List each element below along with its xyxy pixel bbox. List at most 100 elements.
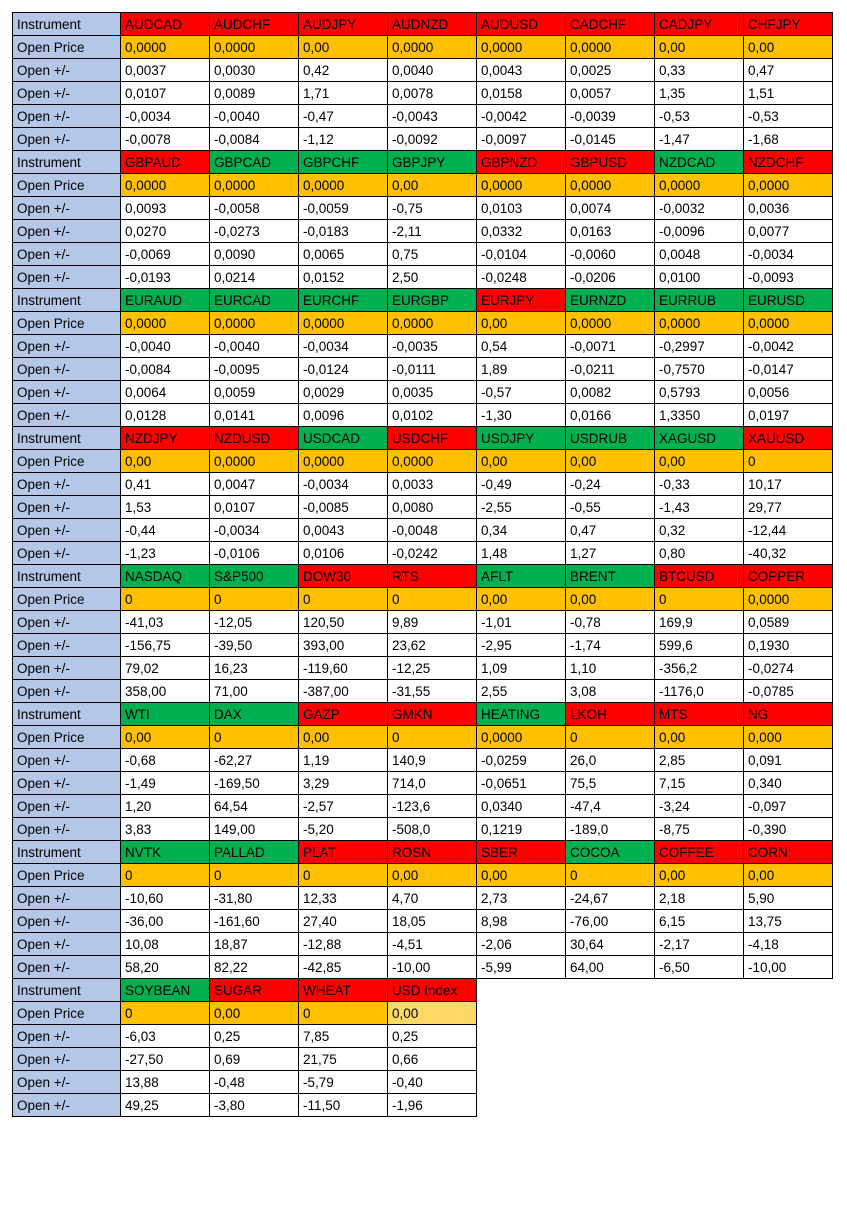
value-cell: -1,49 [121, 772, 210, 795]
row-header-open-pm: Open +/- [13, 82, 121, 105]
value-cell: -31,80 [210, 887, 299, 910]
open-price-cell: 0 [210, 726, 299, 749]
value-cell: -2,17 [655, 933, 744, 956]
value-cell: -0,44 [121, 519, 210, 542]
value-cell: -1,23 [121, 542, 210, 565]
value-cell: 1,19 [299, 749, 388, 772]
row-header-instrument: Instrument [13, 13, 121, 36]
instrument-header: BRENT [566, 565, 655, 588]
row-header-open-price: Open Price [13, 588, 121, 611]
value-cell: 0,0082 [566, 381, 655, 404]
open-price-cell: 0,0000 [744, 174, 833, 197]
value-cell: 0,0270 [121, 220, 210, 243]
value-cell: -0,7570 [655, 358, 744, 381]
value-cell: 7,15 [655, 772, 744, 795]
instrument-header: EURAUD [121, 289, 210, 312]
value-cell: -1,01 [477, 611, 566, 634]
instrument-header: NZDCAD [655, 151, 744, 174]
open-price-cell: 0,00 [477, 312, 566, 335]
value-cell: -36,00 [121, 910, 210, 933]
value-cell: -6,50 [655, 956, 744, 979]
instrument-header: CADCHF [566, 13, 655, 36]
value-cell: 2,55 [477, 680, 566, 703]
value-cell: 1,71 [299, 82, 388, 105]
instrument-header: AUDJPY [299, 13, 388, 36]
value-cell: 169,9 [655, 611, 744, 634]
instrument-table: InstrumentAUDCADAUDCHFAUDJPYAUDNZDAUDUSD… [12, 12, 833, 1117]
value-cell: -0,0059 [299, 197, 388, 220]
value-cell: -0,0034 [744, 243, 833, 266]
open-price-cell: 0,0000 [655, 312, 744, 335]
value-cell: 0,0029 [299, 381, 388, 404]
value-cell: -0,0092 [388, 128, 477, 151]
value-cell: 1,53 [121, 496, 210, 519]
value-cell: 0,0096 [299, 404, 388, 427]
open-price-cell: 0,0000 [566, 36, 655, 59]
instrument-header: GAZP [299, 703, 388, 726]
value-cell: -11,50 [299, 1094, 388, 1117]
value-cell: 82,22 [210, 956, 299, 979]
value-cell: -0,0032 [655, 197, 744, 220]
value-cell: 0,0332 [477, 220, 566, 243]
value-cell: -2,95 [477, 634, 566, 657]
instrument-header: USDJPY [477, 427, 566, 450]
value-cell: 0,0100 [655, 266, 744, 289]
open-price-cell: 0,00 [299, 726, 388, 749]
value-cell: -10,00 [744, 956, 833, 979]
value-cell: 30,64 [566, 933, 655, 956]
row-header-open-pm: Open +/- [13, 1094, 121, 1117]
value-cell: -4,18 [744, 933, 833, 956]
open-price-cell: 0,0000 [388, 36, 477, 59]
open-price-cell: 0 [388, 726, 477, 749]
value-cell: 8,98 [477, 910, 566, 933]
row-header-open-pm: Open +/- [13, 128, 121, 151]
value-cell: -0,0147 [744, 358, 833, 381]
row-header-open-price: Open Price [13, 726, 121, 749]
open-price-cell: 0,0000 [388, 312, 477, 335]
value-cell: -0,57 [477, 381, 566, 404]
open-price-cell: 0,00 [121, 450, 210, 473]
value-cell: 0,0037 [121, 59, 210, 82]
value-cell: -161,60 [210, 910, 299, 933]
value-cell: 2,50 [388, 266, 477, 289]
value-cell: 0,75 [388, 243, 477, 266]
value-cell: 1,20 [121, 795, 210, 818]
open-price-cell: 0,0000 [210, 450, 299, 473]
value-cell: 2,18 [655, 887, 744, 910]
instrument-header: GBPCAD [210, 151, 299, 174]
value-cell: -0,53 [655, 105, 744, 128]
open-price-cell: 0,0000 [210, 312, 299, 335]
value-cell: -5,99 [477, 956, 566, 979]
value-cell: 0,69 [210, 1048, 299, 1071]
row-header-open-pm: Open +/- [13, 634, 121, 657]
open-price-cell: 0,0000 [477, 726, 566, 749]
instrument-header: AFLT [477, 565, 566, 588]
value-cell: 393,00 [299, 634, 388, 657]
value-cell: -0,0039 [566, 105, 655, 128]
value-cell: -0,0040 [210, 105, 299, 128]
open-price-cell: 0 [299, 588, 388, 611]
instrument-header: GBPAUD [121, 151, 210, 174]
value-cell: -0,0043 [388, 105, 477, 128]
value-cell: -0,0274 [744, 657, 833, 680]
open-price-cell: 0,0000 [566, 174, 655, 197]
value-cell: -0,0095 [210, 358, 299, 381]
instrument-header: CADJPY [655, 13, 744, 36]
open-price-cell: 0,00 [477, 450, 566, 473]
instrument-header: EURRUB [655, 289, 744, 312]
open-price-cell: 0,000 [744, 726, 833, 749]
row-header-open-price: Open Price [13, 450, 121, 473]
value-cell: 13,75 [744, 910, 833, 933]
open-price-cell: 0,00 [744, 864, 833, 887]
value-cell: -31,55 [388, 680, 477, 703]
value-cell: -12,25 [388, 657, 477, 680]
value-cell: -12,44 [744, 519, 833, 542]
value-cell: -123,6 [388, 795, 477, 818]
value-cell: 12,33 [299, 887, 388, 910]
value-cell: 0,0107 [121, 82, 210, 105]
value-cell: 26,0 [566, 749, 655, 772]
row-header-open-pm: Open +/- [13, 381, 121, 404]
value-cell: -5,79 [299, 1071, 388, 1094]
value-cell: -2,06 [477, 933, 566, 956]
row-header-open-price: Open Price [13, 1002, 121, 1025]
